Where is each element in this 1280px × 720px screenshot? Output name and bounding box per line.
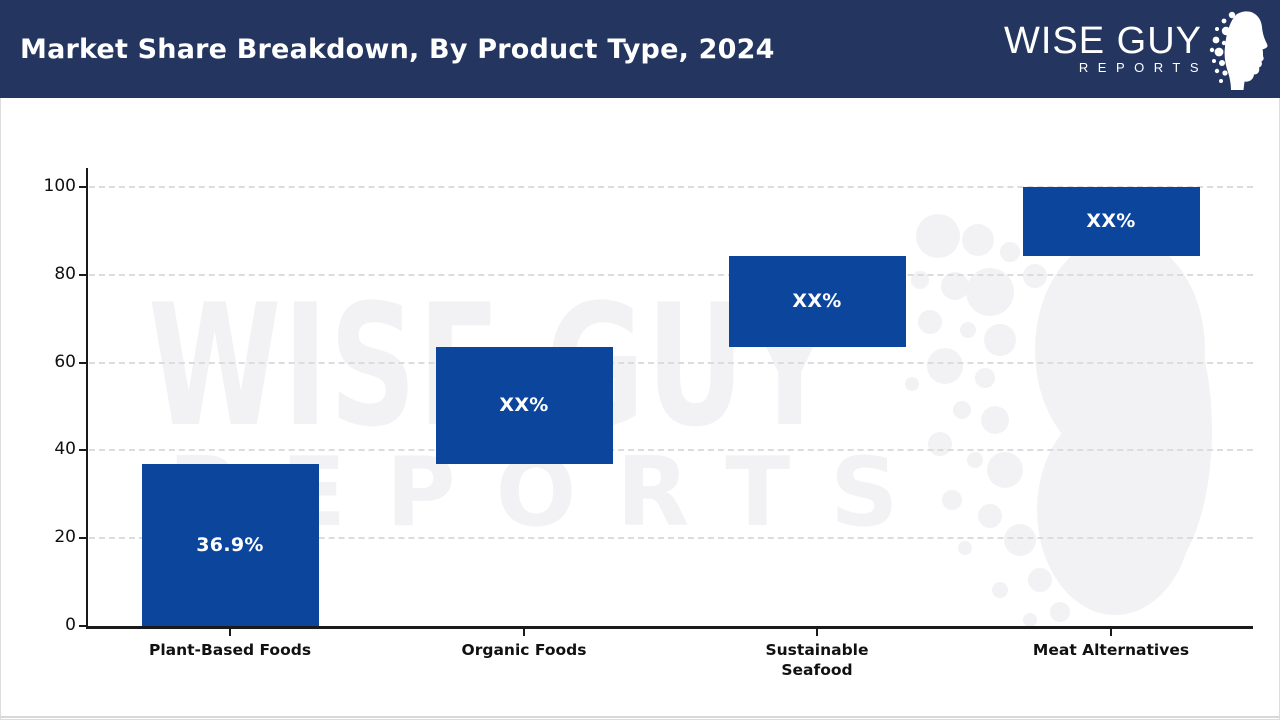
bar-value-label: XX% xyxy=(792,290,842,313)
y-axis-tick-mark xyxy=(79,449,86,452)
x-axis-tick-mark xyxy=(816,629,818,636)
bar-segment: XX% xyxy=(1022,187,1200,256)
x-axis-line xyxy=(86,626,1253,629)
y-axis-tick-mark xyxy=(79,186,86,188)
y-axis-tick-mark xyxy=(79,273,86,276)
header: Market Share Breakdown, By Product Type,… xyxy=(0,0,1280,98)
y-axis-tick-label: 80 xyxy=(54,263,76,284)
bar-value-label: 36.9% xyxy=(196,533,264,556)
y-axis-tick-label: 100 xyxy=(43,176,76,196)
category-label: Sustainable Seafood xyxy=(765,641,869,679)
gridline-100 xyxy=(89,186,1253,188)
gridline-80 xyxy=(89,273,1253,276)
bar-segment: XX% xyxy=(728,255,906,347)
bar-value-label: XX% xyxy=(1086,210,1136,233)
brand-subtitle: REPORTS xyxy=(1078,60,1208,75)
gridline-60 xyxy=(89,361,1253,364)
head-silhouette-icon xyxy=(1209,11,1268,91)
page-title: Market Share Breakdown, By Product Type,… xyxy=(20,33,775,65)
y-axis-tick-mark xyxy=(79,537,86,540)
y-axis-tick-label: 40 xyxy=(54,439,76,460)
brand-name: WISE GUY xyxy=(1003,20,1202,62)
bottom-divider xyxy=(0,716,1280,718)
brand-logo: WISE GUY REPORTS xyxy=(1004,7,1280,91)
category-label: Plant-Based Foods xyxy=(148,641,312,659)
x-axis-tick-mark xyxy=(523,629,525,636)
y-axis-tick-label: 0 xyxy=(65,615,76,635)
bar-segment: XX% xyxy=(435,346,613,464)
category-label: Organic Foods xyxy=(461,641,587,659)
bar-value-label: XX% xyxy=(499,394,549,417)
y-axis-line xyxy=(86,168,88,626)
gridline-20 xyxy=(89,537,1253,540)
gridline-40 xyxy=(89,449,1253,452)
y-axis-tick-mark xyxy=(79,625,86,627)
y-axis-tick-mark xyxy=(79,361,86,364)
brand-logo-text: WISE GUY REPORTS xyxy=(1003,20,1202,75)
category-label: Meat Alternatives xyxy=(1032,641,1190,659)
x-axis-tick-mark xyxy=(1110,629,1112,636)
y-axis-tick-label: 60 xyxy=(54,351,76,372)
bar-segment: 36.9% xyxy=(141,464,319,626)
y-axis-tick-label: 20 xyxy=(54,527,76,548)
x-axis-tick-mark xyxy=(229,629,231,636)
